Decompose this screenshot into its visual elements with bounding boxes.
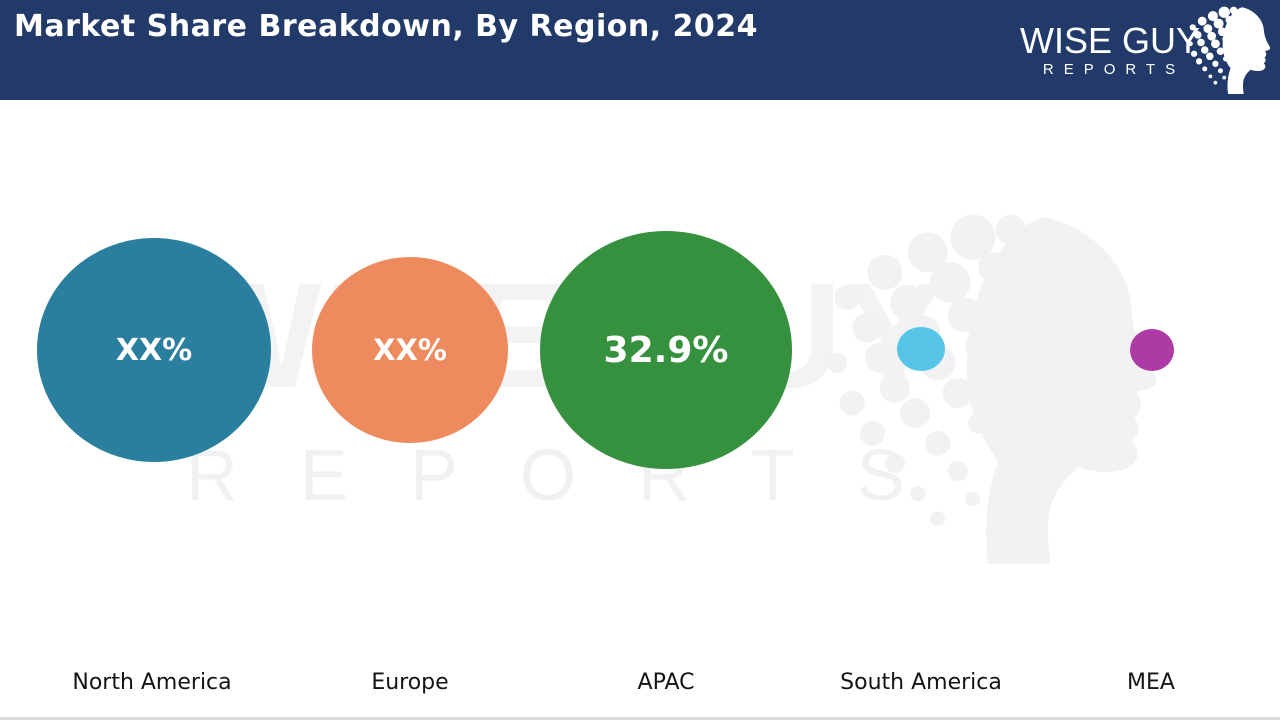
bubble-mea (1130, 329, 1174, 371)
brand-name: WISE GUY (1019, 20, 1200, 62)
bubble-south-america (897, 327, 945, 371)
category-label-mea: MEA (1127, 670, 1175, 695)
bubble-value-label: XX% (115, 332, 193, 368)
bubble-layer: XX% North America XX% Europe 32.9% APAC South … (0, 100, 1280, 720)
category-label-apac: APAC (637, 670, 695, 695)
bottom-divider (0, 717, 1280, 720)
category-label-south-america: South America (840, 670, 1002, 695)
chart-area: WISE GUY REPORTS XX%North AmericaXX%Euro… (0, 100, 1280, 720)
bubble-value-label: XX% (373, 333, 447, 367)
bubble-apac: 32.9% (540, 231, 792, 469)
page-title: Market Share Breakdown, By Region, 2024 (14, 9, 759, 44)
watermark-reports-text: REPORTS (186, 436, 967, 516)
brand-logo: WISE GUY REPORTS (1020, 4, 1272, 96)
category-label-europe: Europe (371, 670, 449, 695)
category-label-north-america: North America (72, 670, 232, 695)
brand-subtitle: REPORTS (1042, 60, 1186, 78)
bubble-europe: XX% (312, 257, 508, 443)
bubble-value-label: 32.9% (603, 329, 729, 371)
brand-logo-text: WISE GUY REPORTS (1020, 22, 1200, 78)
header: Market Share Breakdown, By Region, 2024 … (0, 0, 1280, 100)
bubble-north-america: XX% (37, 238, 271, 462)
